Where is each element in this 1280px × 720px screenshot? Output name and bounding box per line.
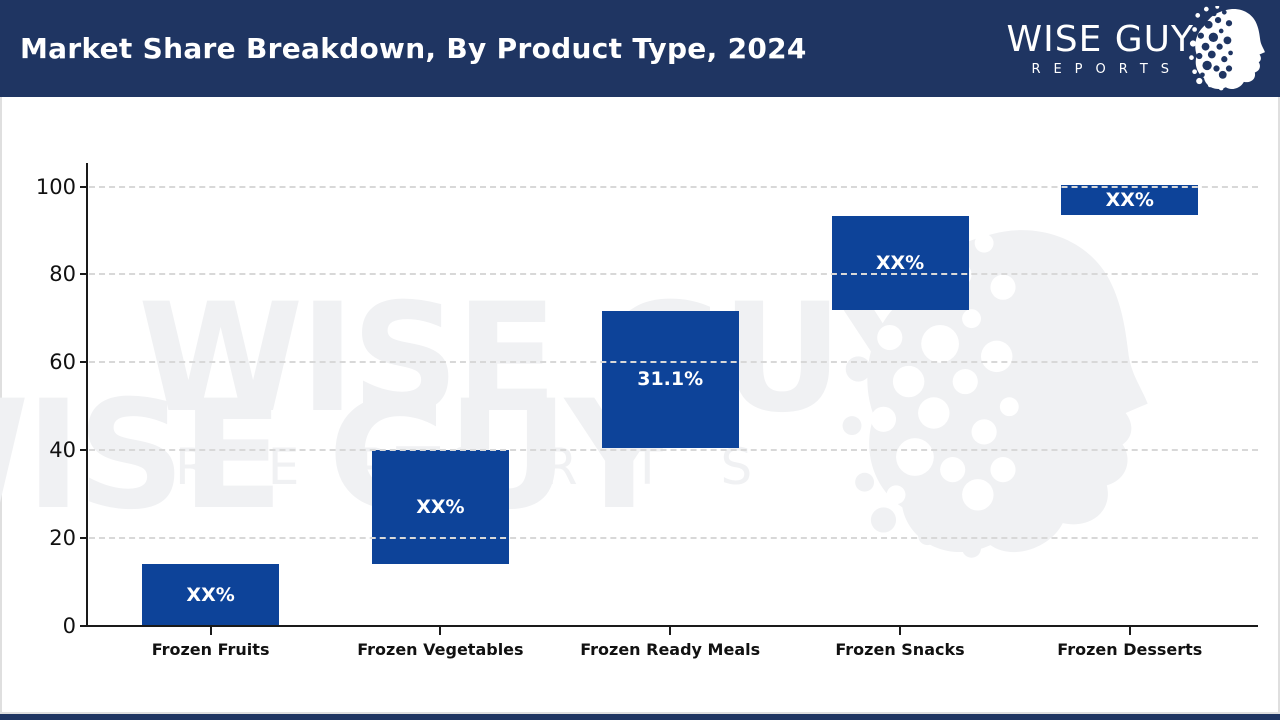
bar-value-label: XX% — [416, 496, 465, 519]
y-tick-label-100: 100 — [35, 174, 76, 199]
wise-guy-reports-logo: WISE GUY REPORTS — [1007, 5, 1271, 93]
y-tick-label-60: 60 — [49, 350, 76, 375]
y-tick-label-0: 0 — [62, 614, 76, 638]
x-tick-5 — [1128, 627, 1131, 635]
x-tick-1 — [209, 627, 212, 635]
head-silhouette-icon — [1189, 6, 1265, 91]
x-category-label: Frozen Desserts — [1057, 640, 1203, 659]
gridline-y-40 — [89, 449, 1258, 452]
y-axis-line — [86, 163, 88, 627]
bar-value-label: 31.1% — [637, 368, 704, 391]
y-tick-label-20: 20 — [49, 526, 76, 551]
bar-segment-frozen-snacks: XX% — [831, 215, 969, 311]
bar-segment-frozen-ready-meals: 31.1% — [601, 310, 739, 448]
y-tick-20 — [80, 537, 88, 540]
y-tick-label-40: 40 — [49, 438, 76, 463]
x-category-label: Frozen Fruits — [151, 640, 270, 659]
bar-value-label: XX% — [186, 584, 235, 606]
gridline-y-100 — [89, 185, 1258, 188]
y-tick-100 — [80, 185, 88, 188]
x-axis-line — [86, 625, 1258, 627]
x-tick-2 — [439, 627, 442, 635]
x-category-label: Frozen Snacks — [835, 640, 965, 659]
watermark-wordmark: WISE GUY — [138, 272, 948, 446]
logo-wordmark: WISE GUY — [1006, 19, 1194, 60]
chart-title: Market Share Breakdown, By Product Type,… — [20, 32, 807, 65]
bar-value-label: XX% — [875, 251, 925, 274]
bar-segment-frozen-fruits: XX% — [142, 564, 280, 626]
y-tick-0 — [80, 625, 88, 627]
x-tick-3 — [669, 627, 672, 635]
header-banner: Market Share Breakdown, By Product Type,… — [0, 0, 1280, 97]
gridline-y-60 — [89, 361, 1258, 364]
gridline-y-20 — [89, 537, 1258, 540]
watermark-wordmark: WISE GUY — [0, 369, 674, 543]
y-tick-60 — [80, 361, 88, 364]
x-category-label: Frozen Vegetables — [357, 640, 524, 659]
y-tick-40 — [80, 449, 88, 452]
logo-subtitle: REPORTS — [1031, 62, 1183, 77]
logo-text: WISE GUY REPORTS — [1007, 20, 1195, 78]
y-tick-80 — [80, 273, 88, 276]
watermark-head-silhouette — [842, 218, 1148, 558]
bar-segment-frozen-vegetables: XX% — [371, 449, 509, 565]
bar-value-label: XX% — [1105, 189, 1154, 212]
x-tick-4 — [899, 627, 901, 635]
gridline-y-80 — [89, 273, 1258, 276]
footer-accent-bar — [0, 714, 1280, 720]
x-category-label: Frozen Ready Meals — [580, 640, 761, 659]
y-tick-label-80: 80 — [49, 262, 76, 287]
bar-segment-frozen-desserts: XX% — [1061, 185, 1199, 216]
